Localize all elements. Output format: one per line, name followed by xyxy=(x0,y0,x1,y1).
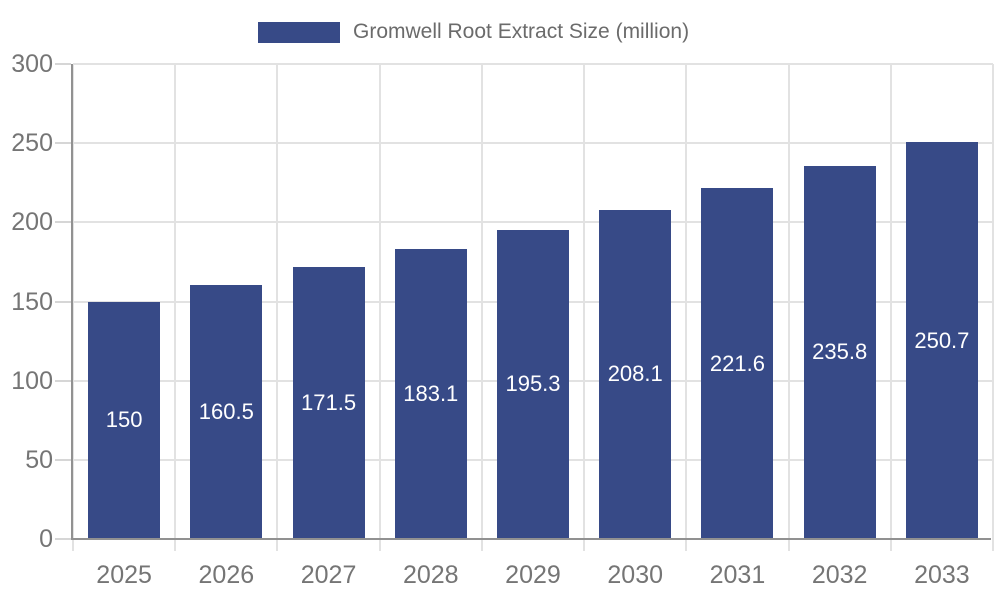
bar-2028[interactable]: 183.1 xyxy=(394,249,467,539)
v-gridline xyxy=(276,64,279,551)
v-gridline xyxy=(685,64,688,551)
bar-value-label: 171.5 xyxy=(301,390,357,416)
v-gridline xyxy=(787,64,790,551)
bar-value-label: 235.8 xyxy=(812,339,868,365)
bar-2031[interactable]: 221.6 xyxy=(701,188,774,539)
x-tick-label: 2028 xyxy=(402,561,459,589)
bar-2025[interactable]: 150 xyxy=(88,301,161,539)
x-tick-label: 2026 xyxy=(198,561,255,589)
legend[interactable]: Gromwell Root Extract Size (million) xyxy=(258,21,689,43)
v-gridline xyxy=(889,64,892,551)
y-axis-line xyxy=(71,64,73,539)
bar-value-label: 195.3 xyxy=(505,371,561,397)
legend-swatch[interactable] xyxy=(258,21,340,43)
bar-2029[interactable]: 195.3 xyxy=(497,229,569,539)
y-tick-mark xyxy=(55,221,71,224)
plot-area: 150 160.5 171.5 183.1 195.3 208.1 221.6 235.8 25… xyxy=(55,63,994,551)
x-axis-line xyxy=(71,538,991,540)
h-gridline xyxy=(73,63,993,65)
y-tick-mark xyxy=(55,458,71,461)
x-tick-label: 2032 xyxy=(811,561,868,589)
v-gridline xyxy=(480,64,483,551)
y-tick-label: 150 xyxy=(11,287,53,316)
y-tick-mark xyxy=(55,63,71,65)
v-gridline xyxy=(72,64,74,551)
bar-2032[interactable]: 235.8 xyxy=(803,165,876,539)
v-gridline xyxy=(583,64,586,551)
bar-2033[interactable]: 250.7 xyxy=(905,142,978,539)
bar-value-label: 208.1 xyxy=(607,361,663,387)
x-tick-label: 2029 xyxy=(505,561,561,589)
bar-2027[interactable]: 171.5 xyxy=(292,267,365,539)
y-tick-label: 0 xyxy=(39,525,53,553)
bar-value-label: 250.7 xyxy=(914,327,970,353)
bar-2026[interactable]: 160.5 xyxy=(190,284,263,539)
bar-2030[interactable]: 208.1 xyxy=(599,209,672,539)
x-tick-label: 2027 xyxy=(300,561,357,589)
y-tick-label: 100 xyxy=(11,366,53,395)
x-tick-label: 2025 xyxy=(96,561,152,589)
bar-value-label: 160.5 xyxy=(198,398,254,424)
y-tick-mark xyxy=(55,300,71,303)
y-tick-label: 300 xyxy=(11,50,53,78)
bar-value-label: 221.6 xyxy=(709,350,765,376)
y-tick-mark xyxy=(55,142,71,145)
h-gridline xyxy=(73,142,993,145)
x-tick-label: 2033 xyxy=(914,561,970,589)
y-tick-label: 200 xyxy=(11,208,53,237)
y-tick-mark xyxy=(55,538,71,540)
bar-value-label: 150 xyxy=(105,407,143,433)
h-gridline xyxy=(73,221,993,224)
y-tick-label: 50 xyxy=(25,445,53,474)
x-tick-label: 2031 xyxy=(709,561,766,589)
v-gridline xyxy=(992,64,994,551)
y-tick-mark xyxy=(55,379,71,382)
x-tick-label: 2030 xyxy=(607,561,664,589)
legend-label: Gromwell Root Extract Size (million) xyxy=(353,20,690,43)
v-gridline xyxy=(174,64,177,551)
y-tick-label: 250 xyxy=(11,129,53,158)
v-gridline xyxy=(378,64,381,551)
bar-value-label: 183.1 xyxy=(403,381,459,407)
